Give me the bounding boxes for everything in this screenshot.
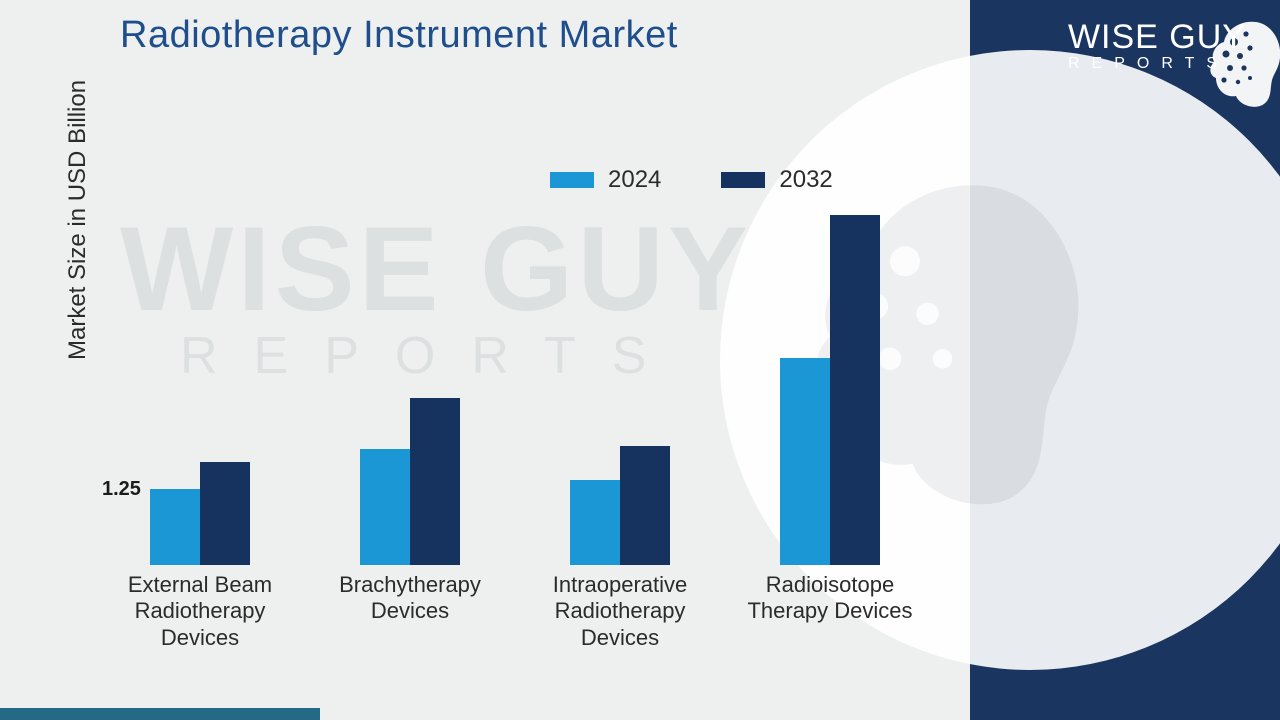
brand-logo: WISE GUY REPORTS bbox=[1068, 20, 1246, 72]
value-label: 1.25 bbox=[102, 478, 141, 501]
legend-swatch-2024 bbox=[550, 172, 594, 188]
x-axis-label: Intraoperative Radiotherapy Devices bbox=[530, 572, 710, 651]
legend-item-2032: 2032 bbox=[721, 166, 832, 194]
legend-swatch-2032 bbox=[721, 172, 765, 188]
legend-label: 2032 bbox=[779, 166, 832, 194]
bar bbox=[570, 480, 620, 565]
bar bbox=[360, 449, 410, 565]
x-axis-label: External Beam Radiotherapy Devices bbox=[110, 572, 290, 651]
bar bbox=[410, 398, 460, 565]
footer-accent-bar bbox=[0, 708, 320, 720]
bar bbox=[780, 358, 830, 565]
bar bbox=[150, 489, 200, 565]
legend: 2024 2032 bbox=[550, 166, 833, 194]
bar bbox=[620, 446, 670, 565]
chart-stage: WISE GUY REPORTS Radiotherapy Instrument… bbox=[0, 0, 1280, 720]
brand-line2: REPORTS bbox=[1068, 56, 1246, 72]
x-axis-label: Radioisotope Therapy Devices bbox=[740, 572, 920, 625]
chart-title: Radiotherapy Instrument Market bbox=[120, 14, 678, 57]
y-axis-label: Market Size in USD Billion bbox=[64, 80, 92, 360]
brand-line1: WISE GUY bbox=[1068, 20, 1246, 54]
plot-area: 1.25 bbox=[130, 200, 970, 565]
bar bbox=[830, 215, 880, 565]
legend-label: 2024 bbox=[608, 166, 661, 194]
bar bbox=[200, 462, 250, 565]
legend-item-2024: 2024 bbox=[550, 166, 661, 194]
x-axis-label: Brachytherapy Devices bbox=[320, 572, 500, 625]
